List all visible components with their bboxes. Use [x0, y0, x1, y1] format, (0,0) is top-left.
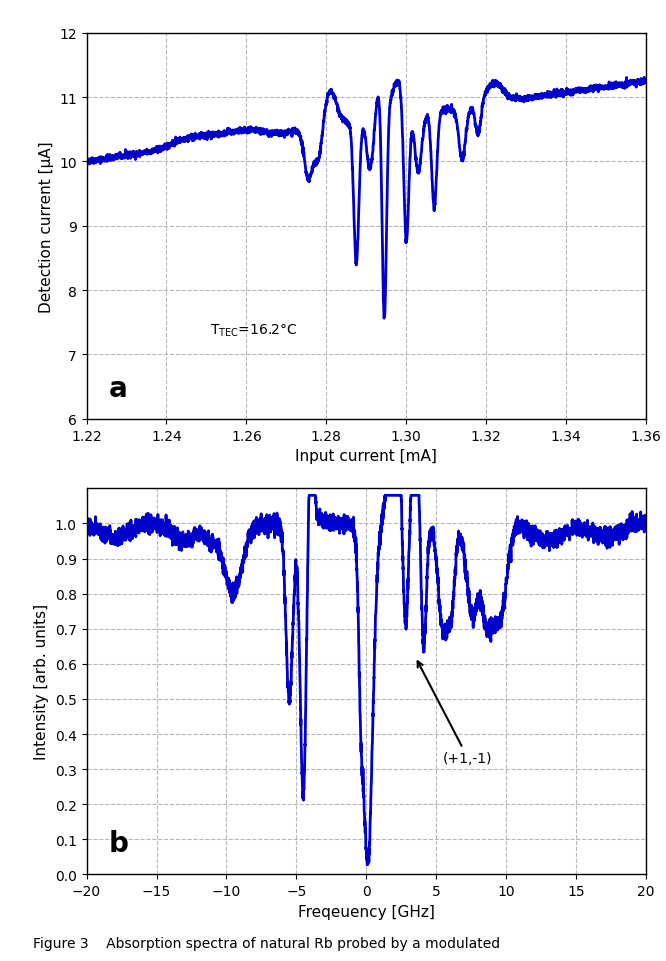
- X-axis label: Input current [mA]: Input current [mA]: [295, 449, 438, 463]
- Text: (+1,-1): (+1,-1): [418, 661, 493, 765]
- Text: Figure 3    Absorption spectra of natural Rb probed by a modulated: Figure 3 Absorption spectra of natural R…: [33, 936, 500, 949]
- Y-axis label: Detection current [μA]: Detection current [μA]: [39, 140, 53, 312]
- Y-axis label: Intensity [arb. units]: Intensity [arb. units]: [35, 604, 49, 759]
- Text: b: b: [109, 829, 129, 857]
- X-axis label: Freqeuency [GHz]: Freqeuency [GHz]: [298, 903, 435, 919]
- Text: T$_{\mathregular{TEC}}$=16.2°C: T$_{\mathregular{TEC}}$=16.2°C: [210, 323, 297, 339]
- Text: a: a: [109, 374, 128, 403]
